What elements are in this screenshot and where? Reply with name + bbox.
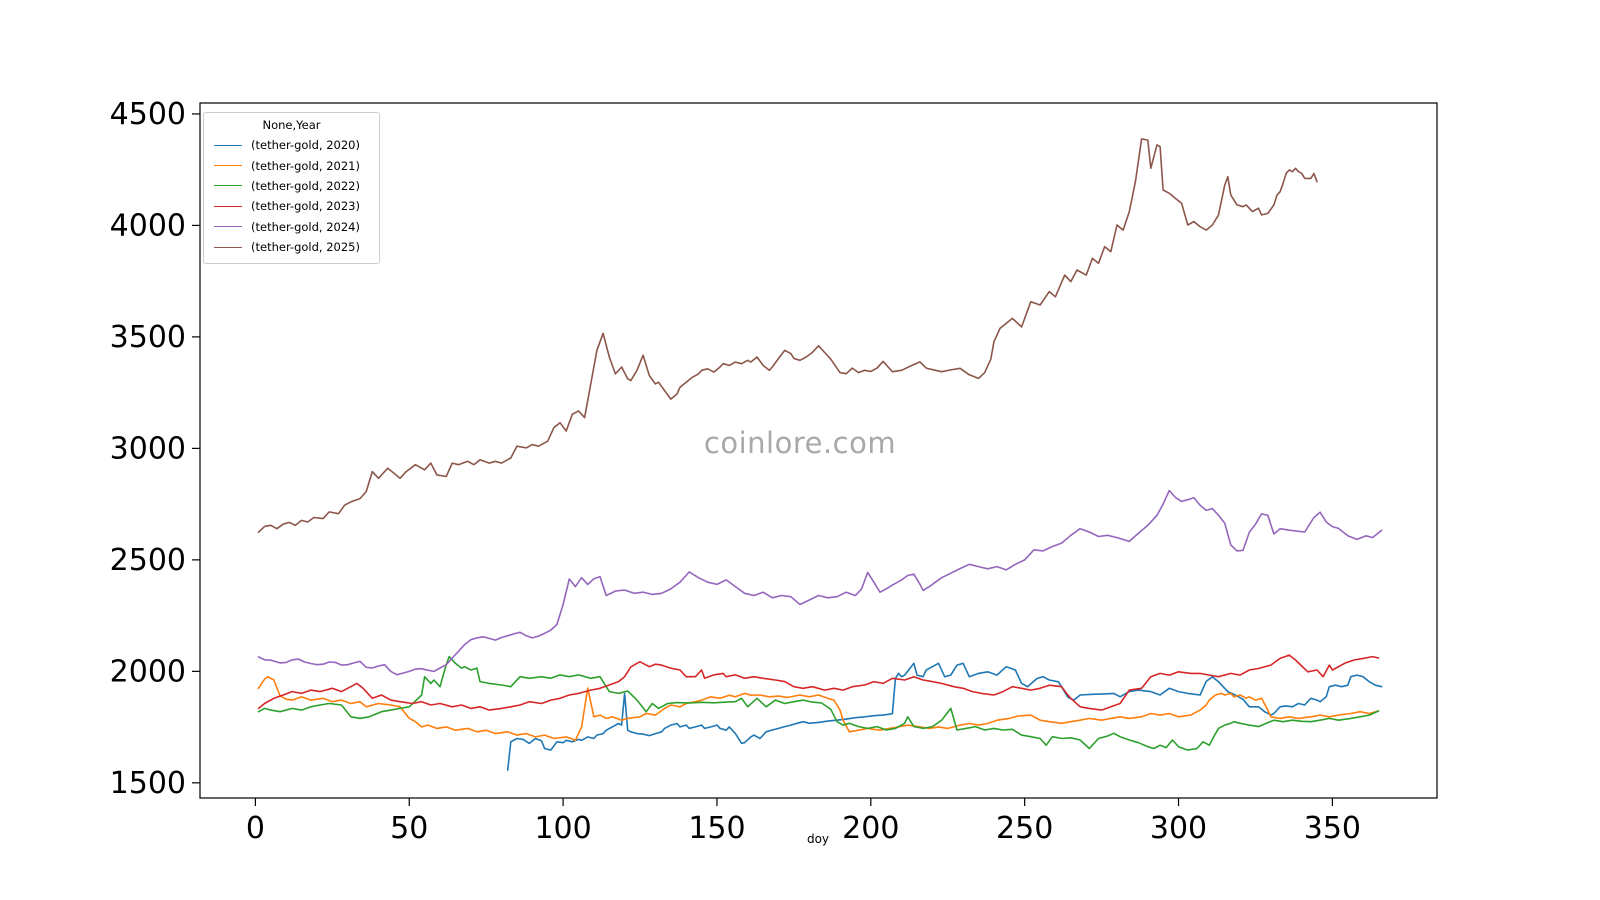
legend-item-label: (tether-gold, 2024): [251, 219, 360, 234]
legend-item-label: (tether-gold, 2021): [251, 158, 360, 173]
x-tick-label-250: 250: [996, 811, 1053, 846]
legend-line-swatch: [214, 144, 242, 146]
x-tick-label-150: 150: [688, 811, 745, 846]
legend-item-2021: (tether-gold, 2021): [212, 155, 371, 175]
legend-item-label: (tether-gold, 2020): [251, 138, 360, 153]
legend: None,Year (tether-gold, 2020) (tether-gol…: [203, 112, 380, 265]
y-tick-label-3000: 3000: [110, 431, 186, 466]
series-line-2023: [257, 654, 1380, 711]
legend-item-label: (tether-gold, 2022): [251, 178, 360, 193]
legend-item-2023: (tether-gold, 2023): [212, 196, 371, 216]
series-line-2020: [506, 662, 1383, 771]
legend-line-swatch: [214, 185, 242, 187]
legend-item-2024: (tether-gold, 2024): [212, 217, 371, 237]
legend-item-label: (tether-gold, 2025): [251, 240, 360, 255]
x-tick-label-0: 0: [246, 811, 265, 846]
series-line-2024: [257, 489, 1383, 676]
x-tick-label-50: 50: [390, 811, 428, 846]
legend-line-swatch: [214, 246, 242, 248]
x-tick-label-350: 350: [1304, 811, 1361, 846]
x-tick-label-300: 300: [1150, 811, 1207, 846]
series-line-2025: [257, 138, 1318, 533]
y-tick-label-4500: 4500: [110, 97, 186, 132]
y-tick-label-3500: 3500: [110, 320, 186, 355]
legend-item-label: (tether-gold, 2023): [251, 199, 360, 214]
x-axis-label: doy: [806, 832, 830, 846]
legend-title: None,Year: [262, 118, 321, 132]
x-tick-label-100: 100: [534, 811, 591, 846]
legend-item-2020: (tether-gold, 2020): [212, 135, 371, 155]
y-tick-label-4000: 4000: [110, 208, 186, 243]
legend-item-2025: (tether-gold, 2025): [212, 237, 371, 257]
legend-line-swatch: [214, 165, 242, 167]
legend-line-swatch: [214, 226, 242, 228]
x-tick-label-200: 200: [842, 811, 899, 846]
watermark: coinlore.com: [703, 426, 897, 460]
series-line-2021: [257, 675, 1380, 742]
y-tick-label-2000: 2000: [110, 654, 186, 689]
legend-line-swatch: [214, 205, 242, 207]
legend-item-2022: (tether-gold, 2022): [212, 176, 371, 196]
series-line-2022: [257, 655, 1380, 751]
axes-spines: [199, 102, 1438, 799]
y-tick-label-2500: 2500: [110, 543, 186, 578]
y-tick-label-1500: 1500: [110, 766, 186, 801]
